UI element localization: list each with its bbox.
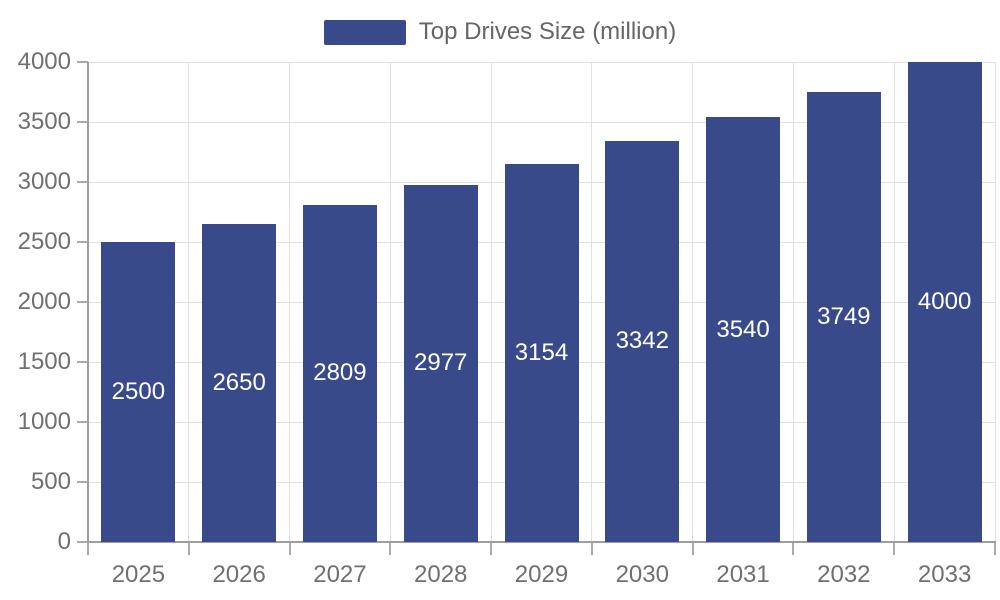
y-tick [77, 121, 88, 123]
x-tick [187, 542, 190, 555]
y-axis-tick-label: 3000 [17, 168, 71, 195]
y-axis-tick-label: 4000 [17, 48, 71, 75]
x-axis-tick-label: 2030 [615, 561, 669, 588]
bar-value-label: 2650 [212, 369, 266, 396]
y-axis-tick-label: 3500 [17, 108, 71, 135]
y-axis-tick-label: 2500 [17, 228, 71, 255]
bar [907, 62, 982, 542]
bar-value-label: 3342 [615, 327, 669, 355]
y-tick [77, 61, 88, 63]
bar-value-label: 2500 [111, 378, 166, 405]
x-axis-tick-label: 2029 [514, 561, 569, 588]
v-gridline [490, 62, 492, 542]
bar [101, 242, 176, 542]
chart-legend: Top Drives Size (million) [0, 17, 1000, 47]
x-axis-tick-label: 2033 [917, 561, 972, 588]
v-gridline [591, 62, 593, 542]
x-axis-tick-label: 2032 [817, 561, 871, 588]
x-axis-tick-label: 2028 [414, 561, 468, 588]
x-tick [490, 542, 493, 555]
legend-label: Top Drives Size (million) [418, 18, 677, 45]
y-tick [77, 481, 88, 483]
x-axis-line [87, 541, 996, 543]
x-axis-tick-label: 2031 [716, 561, 770, 588]
x-axis-tick-label: 2026 [212, 561, 266, 588]
y-axis-tick-label: 1500 [17, 348, 71, 375]
x-tick [389, 542, 392, 555]
v-gridline [289, 62, 291, 542]
bar-value-label: 3540 [716, 315, 770, 343]
bar-value-label: 3749 [817, 303, 871, 331]
y-axis-tick-label: 0 [57, 528, 71, 555]
x-tick [691, 542, 694, 555]
bar [806, 92, 881, 542]
v-gridline [692, 62, 694, 542]
bar-value-label: 3154 [514, 338, 569, 366]
x-tick [590, 542, 593, 555]
x-tick [792, 542, 795, 555]
bar-value-label: 2977 [414, 349, 468, 377]
y-axis-tick-label: 2000 [17, 288, 71, 315]
y-tick [77, 301, 88, 303]
y-axis-line [87, 62, 89, 542]
bar [202, 224, 277, 542]
x-tick [87, 542, 89, 555]
y-tick [77, 421, 88, 423]
bar [605, 140, 680, 542]
v-gridline [188, 62, 190, 542]
bar-value-label: 4000 [917, 288, 972, 315]
legend-swatch [323, 19, 406, 45]
y-tick [77, 241, 88, 243]
y-tick [77, 541, 88, 543]
bar-value-label: 2809 [313, 359, 367, 387]
v-gridline [792, 62, 794, 542]
y-axis-tick-label: 500 [30, 468, 71, 495]
v-gridline [994, 62, 996, 542]
y-axis-tick-label: 1000 [17, 408, 71, 435]
y-tick [77, 361, 88, 363]
v-gridline [389, 62, 391, 542]
x-axis-tick-label: 2027 [313, 561, 367, 588]
x-axis-tick-label: 2025 [111, 561, 166, 588]
bar [403, 184, 478, 542]
bar [706, 117, 781, 542]
v-gridline [893, 62, 895, 542]
h-gridline [88, 121, 995, 123]
h-gridline [88, 61, 995, 63]
x-tick [893, 542, 896, 555]
bar [504, 163, 579, 542]
x-tick [288, 542, 291, 555]
x-tick [994, 542, 996, 555]
bar [302, 204, 377, 542]
y-tick [77, 181, 88, 183]
